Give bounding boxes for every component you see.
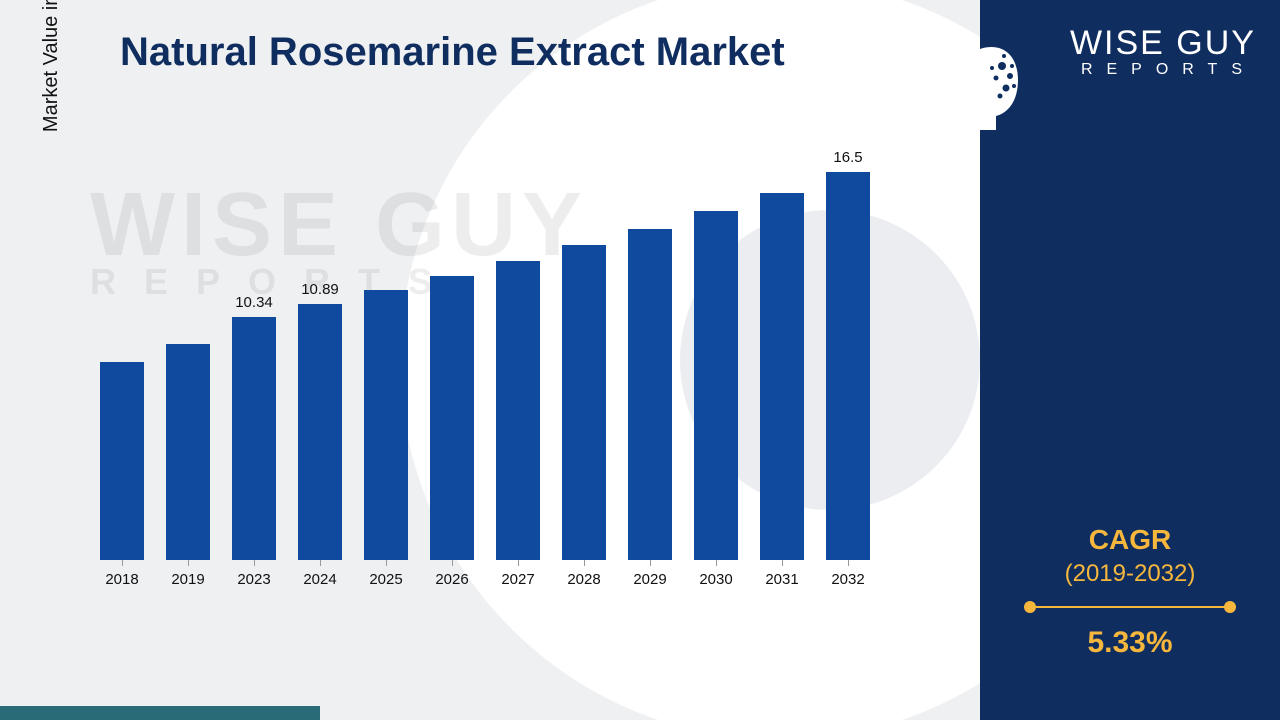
x-tick	[320, 560, 321, 566]
bar	[760, 193, 804, 560]
brand-name: WISE GUY	[1070, 24, 1256, 63]
x-axis-label: 2018	[92, 571, 152, 588]
x-axis-label: 2031	[752, 571, 812, 588]
x-axis-label: 2028	[554, 571, 614, 588]
x-tick	[716, 560, 717, 566]
x-axis-label: 2025	[356, 571, 416, 588]
x-tick	[848, 560, 849, 566]
bar	[364, 290, 408, 560]
bar	[562, 245, 606, 560]
x-tick	[650, 560, 651, 566]
x-axis-label: 2023	[224, 571, 284, 588]
brand-logo: WISE GUY REPORTS	[1070, 24, 1256, 79]
cagr-range: (2019-2032)	[1010, 560, 1250, 588]
x-axis-label: 2029	[620, 571, 680, 588]
bar-value-label: 10.34	[224, 294, 284, 311]
x-axis-label: 2026	[422, 571, 482, 588]
x-tick	[386, 560, 387, 566]
x-axis-label: 2024	[290, 571, 350, 588]
bar-chart: 20182019202310.34202410.8920252026202720…	[80, 160, 900, 580]
bar-value-label: 16.5	[818, 149, 878, 166]
x-tick	[188, 560, 189, 566]
cagr-label: CAGR	[1010, 524, 1250, 556]
chart-title: Natural Rosemarine Extract Market	[120, 30, 785, 75]
x-axis-label: 2019	[158, 571, 218, 588]
bar-value-label: 10.89	[290, 281, 350, 298]
x-axis-label: 2027	[488, 571, 548, 588]
x-tick	[452, 560, 453, 566]
x-tick	[254, 560, 255, 566]
bar	[232, 317, 276, 560]
x-axis-label: 2032	[818, 571, 878, 588]
cagr-value: 5.33%	[1010, 626, 1250, 660]
bar	[628, 229, 672, 560]
bar	[166, 344, 210, 560]
bar	[430, 276, 474, 560]
cagr-box: CAGR (2019-2032) 5.33%	[1010, 524, 1250, 660]
x-axis-label: 2030	[686, 571, 746, 588]
x-tick	[782, 560, 783, 566]
bar	[826, 172, 870, 560]
plot-area: 20182019202310.34202410.8920252026202720…	[100, 160, 900, 560]
bar	[298, 304, 342, 560]
bar	[100, 362, 144, 560]
infographic-canvas: WISE GUY REPORTS Natural Rosemarine Extr…	[0, 0, 1280, 720]
x-tick	[518, 560, 519, 566]
bar	[694, 211, 738, 560]
y-axis-label: Market Value in USD Billion	[40, 0, 63, 200]
brand-sub: REPORTS	[1070, 61, 1256, 79]
bottom-accent-bar	[0, 706, 320, 720]
x-tick	[122, 560, 123, 566]
bar	[496, 261, 540, 560]
x-tick	[584, 560, 585, 566]
cagr-divider	[1030, 606, 1230, 608]
head-icon	[956, 42, 1026, 132]
